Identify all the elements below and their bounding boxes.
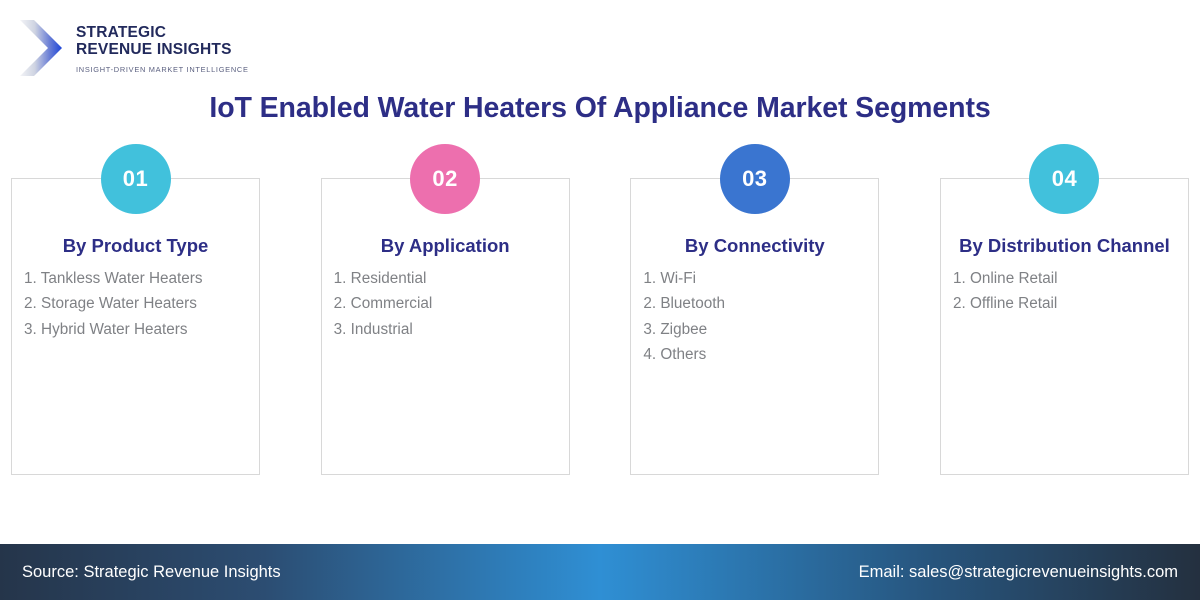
segment-badge-4: 04	[1029, 144, 1100, 214]
segment-badge-3: 03	[719, 144, 790, 214]
segment-card-2: 02 By Application Residential Commercial…	[320, 144, 570, 475]
segment-list-1: Tankless Water Heaters Storage Water Hea…	[12, 266, 259, 343]
list-item: Storage Water Heaters	[41, 295, 197, 313]
list-item: Offline Retail	[969, 295, 1058, 313]
list-item: Zigbee	[660, 320, 708, 338]
list-item: Tankless Water Heaters	[40, 269, 203, 287]
footer-source: Source: Strategic Revenue Insights	[22, 562, 281, 581]
segment-list-3: Wi-Fi Bluetooth Zigbee Others	[631, 266, 878, 368]
chevron-right-icon	[18, 18, 66, 78]
brand-tagline: INSIGHT-DRIVEN MARKET INTELLIGENCE	[76, 65, 249, 75]
segment-heading-3: By Connectivity	[684, 235, 825, 256]
brand-text: STRATEGIC REVENUE INSIGHTS INSIGHT-DRIVE…	[76, 22, 249, 75]
segment-cards: 01 By Product Type Tankless Water Heater…	[11, 144, 1189, 475]
brand-name-line1: STRATEGIC	[76, 23, 167, 41]
page-title: IoT Enabled Water Heaters Of Appliance M…	[209, 92, 991, 124]
list-item: Industrial	[350, 320, 413, 338]
segment-heading-2: By Application	[380, 235, 510, 256]
segment-card-1: 01 By Product Type Tankless Water Heater…	[11, 144, 260, 475]
segment-card-3: 03 By Connectivity Wi-Fi Bluetooth Zigbe…	[630, 144, 880, 475]
list-item: Hybrid Water Heaters	[41, 320, 188, 338]
list-item: Bluetooth	[660, 295, 725, 313]
list-item: Online Retail	[969, 269, 1058, 287]
segment-list-4: Online Retail Offline Retail	[941, 266, 1188, 317]
segment-heading-1: By Product Type	[62, 235, 209, 256]
segment-list-2: Residential Commercial Industrial	[322, 266, 569, 343]
footer-email: Email: sales@strategicrevenueinsights.co…	[858, 562, 1178, 581]
list-item: Commercial	[350, 295, 433, 313]
list-item: Others	[660, 346, 707, 364]
brand-name-line2: REVENUE INSIGHTS	[76, 41, 232, 58]
segment-badge-1: 01	[100, 144, 171, 214]
list-item: Wi-Fi	[660, 269, 697, 287]
segment-heading-4: By Distribution Channel	[959, 235, 1170, 256]
footer-bar: Source: Strategic Revenue Insights Email…	[0, 544, 1200, 600]
list-item: Residential	[350, 269, 427, 287]
segment-card-4: 04 By Distribution Channel Online Retail…	[939, 144, 1189, 475]
brand-logo: STRATEGIC REVENUE INSIGHTS INSIGHT-DRIVE…	[18, 18, 249, 78]
segment-badge-2: 02	[410, 144, 481, 214]
